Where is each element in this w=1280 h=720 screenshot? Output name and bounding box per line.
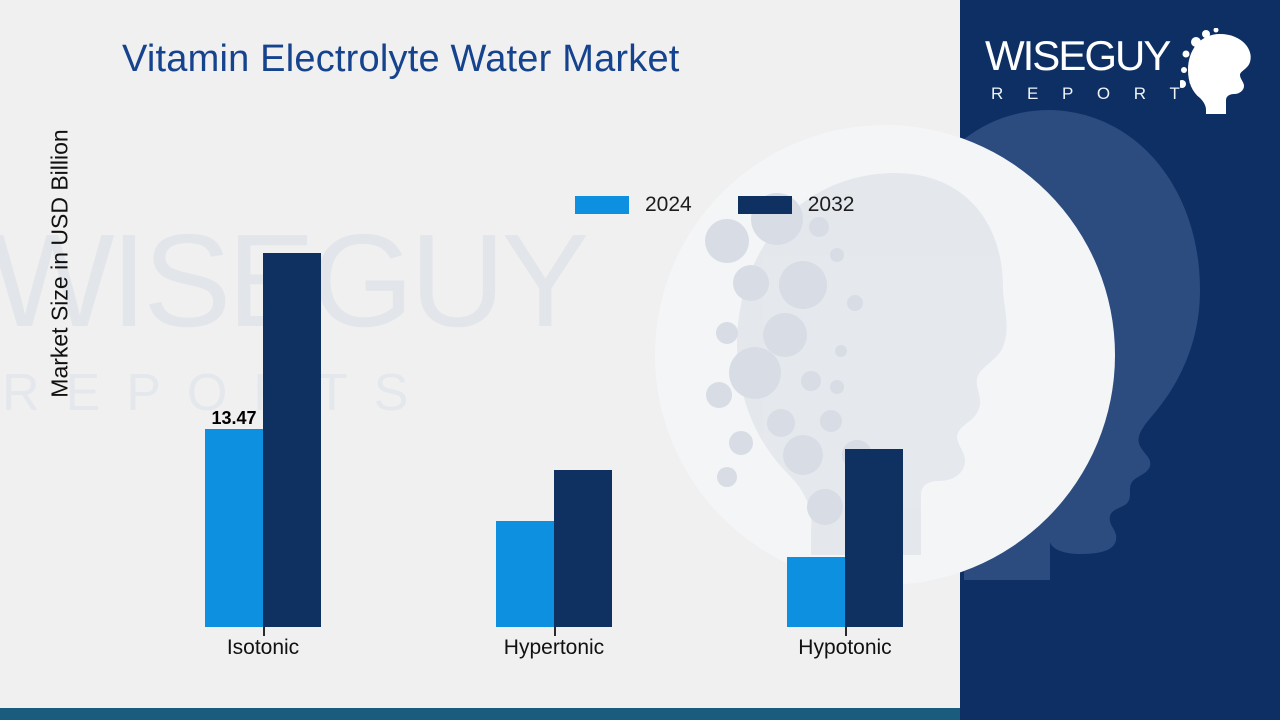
- bar-2032-hypotonic[interactable]: [845, 449, 903, 627]
- legend-item-2024[interactable]: 2024: [575, 193, 692, 217]
- bar-rect: [205, 429, 263, 627]
- y-axis-label: Market Size in USD Billion: [46, 129, 73, 398]
- legend-swatch-2032: [737, 196, 792, 214]
- bar-value-label: 13.47: [211, 408, 257, 428]
- bar-2024-hypotonic[interactable]: [787, 557, 845, 627]
- x-axis-tick: [263, 627, 265, 636]
- bar-rect: [263, 253, 321, 627]
- brand-logo: WISEGUY R E P O R T S: [985, 28, 1255, 117]
- bar-group: [787, 230, 903, 627]
- bar-2032-isotonic[interactable]: [263, 253, 321, 627]
- x-axis-tick: [845, 627, 847, 636]
- logo-primary-text: WISEGUY: [985, 32, 1171, 79]
- legend-item-2032[interactable]: 2032: [737, 193, 855, 217]
- legend-swatch-2024: [575, 196, 629, 214]
- bottom-accent-strip: [0, 708, 960, 720]
- bar-2032-hypertonic[interactable]: [554, 470, 612, 627]
- chart-legend: 2024 2032: [575, 193, 854, 217]
- bar-rect: [787, 557, 845, 627]
- logo-secondary-text: R E P O R T S: [991, 84, 1225, 103]
- decorative-circle: [655, 125, 1115, 585]
- logo-head-icon: [1180, 28, 1251, 114]
- x-axis-label-hypotonic: Hypotonic: [798, 636, 892, 659]
- bar-rect: [496, 521, 554, 627]
- bar-rect: [554, 470, 612, 627]
- plot-area: 13.47: [96, 230, 946, 627]
- bar-2024-hypertonic[interactable]: [496, 521, 554, 627]
- bar-group: 13.47: [205, 230, 321, 627]
- head-dots-icon: [705, 173, 1007, 555]
- x-axis-label-hypertonic: Hypertonic: [503, 636, 605, 659]
- x-axis-tick: [554, 627, 556, 636]
- x-axis-label-isotonic: Isotonic: [226, 636, 300, 659]
- page-title: Vitamin Electrolyte Water Market: [122, 38, 680, 80]
- legend-label-2024: 2024: [645, 193, 692, 216]
- chart: Market Size in USD Billion 2024 2032 13.…: [46, 129, 946, 659]
- legend-label-2032: 2032: [807, 193, 855, 216]
- bar-2024-isotonic[interactable]: 13.47: [205, 408, 263, 627]
- bar-rect: [845, 449, 903, 627]
- bar-group: [496, 230, 612, 627]
